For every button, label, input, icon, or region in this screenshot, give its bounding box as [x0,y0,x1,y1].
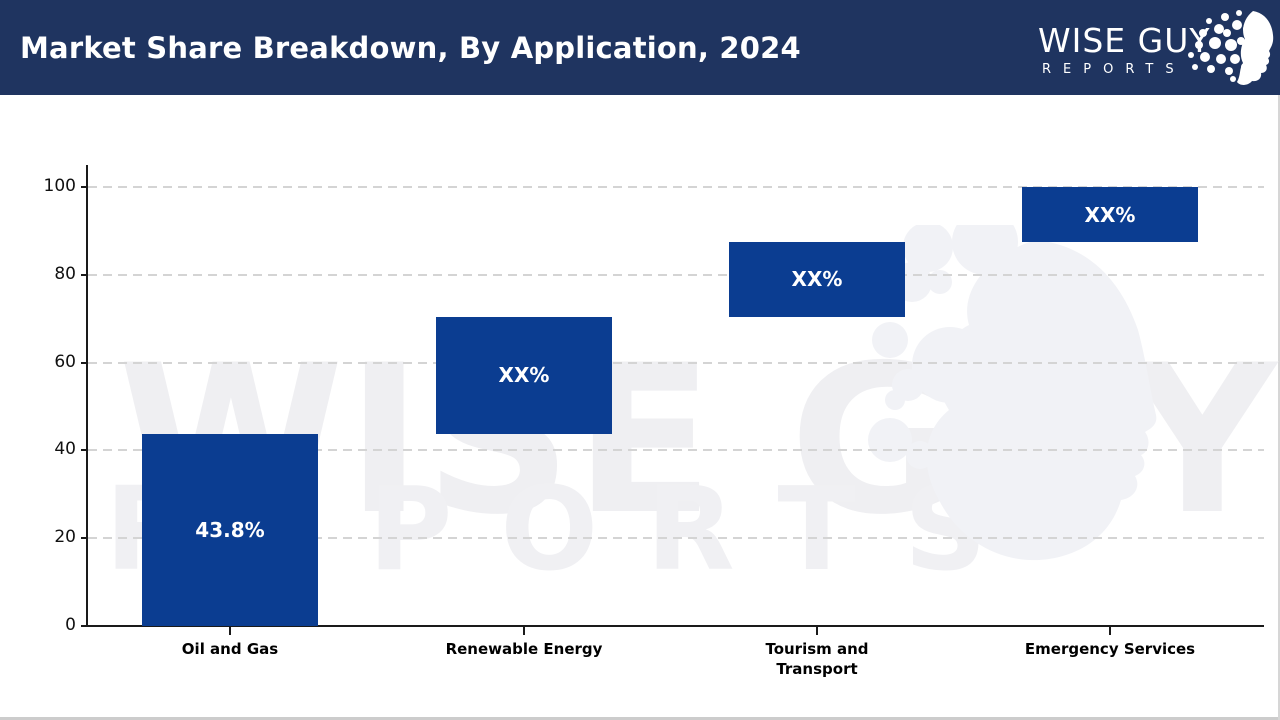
x-tick-mark [523,627,525,635]
bar-1: 43.8% [142,433,318,626]
right-border [1278,95,1280,720]
x-tick-mark [229,627,231,635]
y-tick-mark [81,361,88,364]
chart-plot-area: WISE GUY REPORTS 0 20 40 60 80 100 43.8% XX% XX%… [0,95,1280,720]
y-tick-label: 0 [65,615,76,635]
bar-4: XX% [1022,187,1198,243]
bar-3: XX% [729,242,905,317]
y-tick-mark [81,273,88,276]
y-tick-mark [81,449,88,452]
y-axis-line [86,165,88,627]
bar-2: XX% [436,316,612,434]
gridline-80 [88,273,1264,276]
y-tick-label: 20 [54,527,76,548]
x-axis-line [86,625,1264,627]
x-tick-mark [816,627,818,635]
category-label-2: Renewable Energy [445,640,603,658]
brand-logo-subtitle: REPORTS [1042,62,1186,77]
bar-value-label: XX% [498,363,550,388]
y-tick-label: 100 [43,176,76,196]
page-title: Market Share Breakdown, By Application, … [20,30,801,65]
y-tick-label: 60 [54,351,76,372]
brand-face-icon [1188,10,1274,85]
x-tick-mark [1109,627,1111,635]
category-label-3: Tourism and Transport [765,640,869,678]
gridline-20 [88,537,1264,540]
brand-logo-wordmark: WISE GUY [1038,21,1211,60]
y-tick-mark [81,186,88,188]
y-tick-label: 40 [54,439,76,460]
y-tick-mark [81,537,88,540]
gridline-40 [88,449,1264,452]
bar-value-label: 43.8% [195,517,265,542]
gridline-60 [88,361,1264,364]
category-label-1: Oil and Gas [181,640,279,658]
bar-value-label: XX% [1084,202,1136,227]
watermark-face-graphic [868,225,1157,561]
header: Market Share Breakdown, By Application, … [0,0,1280,95]
gridline-100 [88,186,1264,188]
bar-value-label: XX% [791,267,843,292]
y-tick-label: 80 [54,263,76,284]
y-tick-mark [81,625,88,627]
category-label-4: Emergency Services [1024,640,1196,658]
brand-logo: WISE GUY REPORTS [1026,5,1278,91]
bottom-border [0,717,1280,720]
